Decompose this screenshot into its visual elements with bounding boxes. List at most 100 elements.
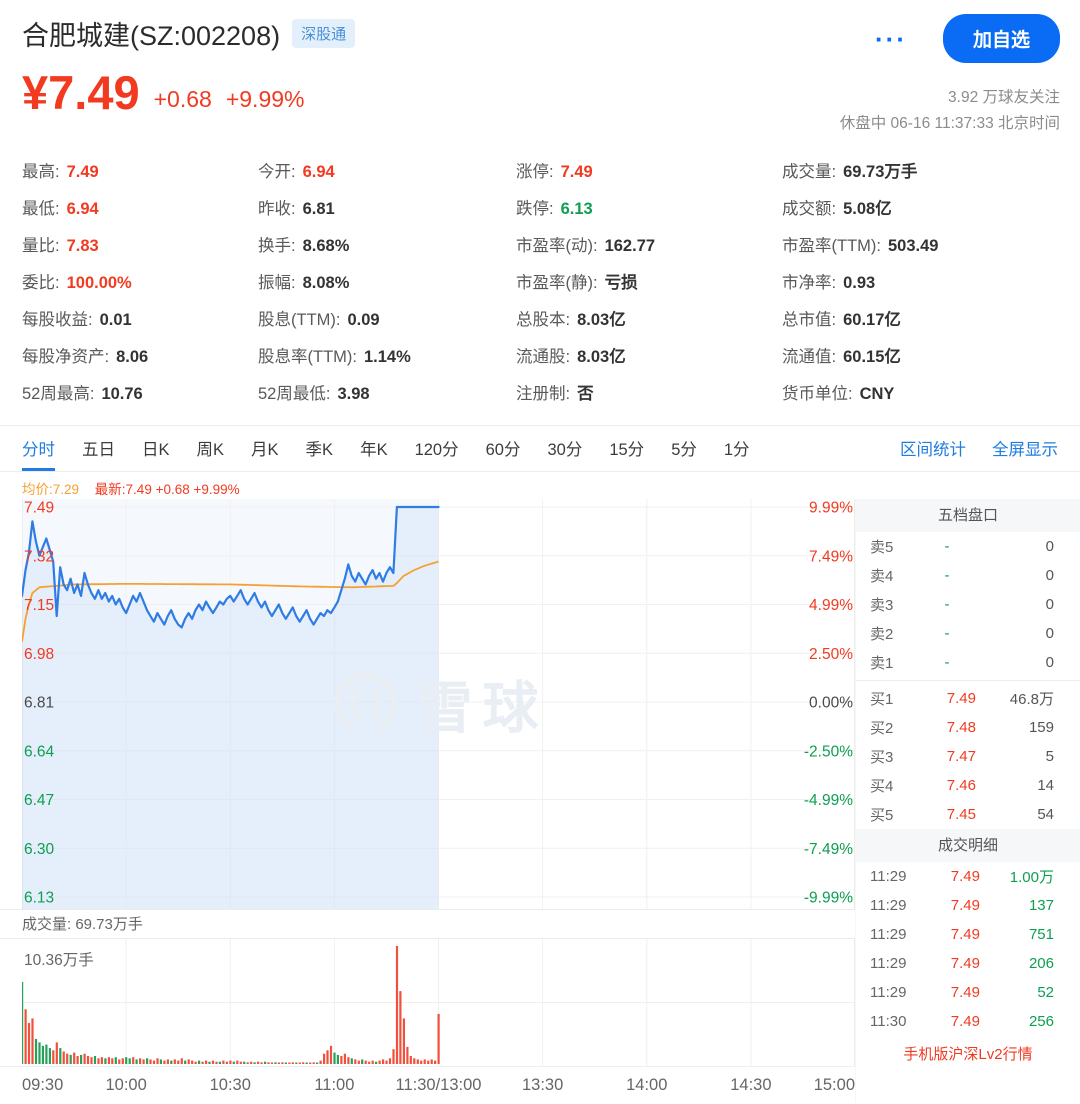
chart-section: 均价:7.29 最新:7.49 +0.68 +9.99% 7.49 7.32 7.1… <box>0 472 1080 1102</box>
stat-market-cap-label: 总市值: <box>782 310 837 329</box>
shengutong-badge: 深股通 <box>292 19 356 48</box>
tab-links: 区间统计 全屏显示 <box>900 426 1058 471</box>
time-tick-4: 11:30/13:00 <box>395 1075 482 1094</box>
tab-yearly-k[interactable]: 年K <box>360 440 388 459</box>
bid-qty: 14 <box>1037 776 1054 794</box>
trade-qty: 751 <box>1028 925 1054 943</box>
bid-label: 买2 <box>870 719 894 737</box>
tab-15min[interactable]: 15分 <box>609 440 645 459</box>
tab-30min[interactable]: 30分 <box>547 440 583 459</box>
current-price: ¥7.49 <box>22 66 140 119</box>
volume-header: 成交量: 69.73万手 <box>0 908 855 939</box>
tab-60min[interactable]: 60分 <box>485 440 521 459</box>
latest-price-label: 最新:7.49 +0.68 +9.99% <box>94 481 240 497</box>
ask-row-2: 卖2 - 0 <box>856 619 1080 648</box>
stat-high: 最高: 7.49 <box>22 154 258 191</box>
stat-pe-dynamic-label: 市盈率(动): <box>516 236 598 255</box>
bid-qty: 54 <box>1037 805 1054 823</box>
chart-legend: 均价:7.29 最新:7.49 +0.68 +9.99% <box>0 472 855 499</box>
order-panel: 五档盘口 卖5 - 0 卖4 - 0 卖3 - 0 卖2 - 0 卖1 - 0 买1 7.49 46.8万 买2 7… <box>855 498 1080 1102</box>
more-icon[interactable]: ··· <box>875 23 907 54</box>
tab-weekly-k[interactable]: 周K <box>196 440 225 459</box>
bid-price: 7.48 <box>946 718 976 736</box>
bid-price: 7.45 <box>946 805 976 823</box>
stat-registration-label: 注册制: <box>516 384 571 403</box>
ask-row-5: 卖5 - 0 <box>856 532 1080 561</box>
stat-float-cap-label: 流通值: <box>782 347 837 366</box>
tab-list: 分时 五日 日K 周K 月K 季K 年K 120分 60分 30分 15分 5分 1分 <box>22 426 750 471</box>
stat-eps-value: 0.01 <box>99 310 132 329</box>
range-stats-link[interactable]: 区间统计 <box>900 441 966 460</box>
pct-tick: 9.99% <box>809 499 853 516</box>
bid-qty: 46.8万 <box>1009 690 1054 708</box>
bid-qty: 159 <box>1028 718 1054 736</box>
fullscreen-link[interactable]: 全屏显示 <box>992 441 1058 460</box>
stat-eps: 每股收益: 0.01 <box>22 302 258 339</box>
pct-tick: 2.50% <box>809 645 853 662</box>
tab-5day[interactable]: 五日 <box>82 440 115 459</box>
trade-time: 11:29 <box>870 954 907 972</box>
stat-52wk-high-label: 52周最高: <box>22 384 95 403</box>
trade-row: 11:29 7.49 206 <box>856 949 1080 978</box>
volume-bars <box>22 945 440 1064</box>
stat-total-shares-value: 8.03亿 <box>577 310 626 329</box>
ask-row-4: 卖4 - 0 <box>856 561 1080 590</box>
pct-tick: -4.99% <box>804 792 853 809</box>
trade-row: 11:29 7.49 751 <box>856 920 1080 949</box>
stat-bid-ratio-label: 委比: <box>22 273 60 292</box>
pct-tick: 0.00% <box>809 694 853 711</box>
trade-price: 7.49 <box>950 1012 980 1030</box>
volume-total-label: 成交量: 69.73万手 <box>22 915 143 933</box>
time-tick-2: 10:30 <box>209 1075 251 1094</box>
trade-time: 11:30 <box>870 1012 907 1030</box>
avg-line <box>22 560 439 642</box>
stat-52wk-low-label: 52周最低: <box>258 384 331 403</box>
stat-amount: 成交额: 5.08亿 <box>782 191 1060 228</box>
bid-label: 买5 <box>870 806 894 824</box>
trade-time: 11:29 <box>870 983 907 1001</box>
trade-price: 7.49 <box>950 896 980 914</box>
stat-52wk-high: 52周最高: 10.76 <box>22 376 258 413</box>
tab-minute[interactable]: 分时 <box>22 426 55 471</box>
pct-tick: -2.50% <box>804 743 853 760</box>
tab-5min[interactable]: 5分 <box>671 440 697 459</box>
stat-52wk-low-value: 3.98 <box>337 384 370 403</box>
tab-quarterly-k[interactable]: 季K <box>305 440 334 459</box>
stat-amplitude: 振幅: 8.08% <box>258 265 516 302</box>
trades-title: 成交明细 <box>856 828 1080 862</box>
bid-label: 买4 <box>870 777 894 795</box>
stat-amplitude-value: 8.08% <box>302 273 350 292</box>
trade-qty: 1.00万 <box>1009 868 1054 886</box>
stat-high-label: 最高: <box>22 162 60 181</box>
intraday-price-chart[interactable]: 7.49 7.32 7.15 6.98 6.81 6.64 6.47 6.30 6.13 9.99… <box>22 498 855 909</box>
trade-time: 11:29 <box>870 867 907 885</box>
stat-pe-ttm: 市盈率(TTM): 503.49 <box>782 228 1060 265</box>
volume-chart[interactable]: 10.36万手 <box>22 938 855 1066</box>
stat-volume: 成交量: 69.73万手 <box>782 154 1060 191</box>
ask-price: - <box>944 595 950 613</box>
stat-currency-value: CNY <box>859 384 895 403</box>
tab-1min[interactable]: 1分 <box>723 440 750 459</box>
stat-limit-down-label: 跌停: <box>516 199 554 218</box>
stat-bvps-value: 8.06 <box>116 347 149 366</box>
stat-registration: 注册制: 否 <box>516 376 782 413</box>
ask-rows: 卖5 - 0 卖4 - 0 卖3 - 0 卖2 - 0 卖1 - 0 <box>856 532 1080 677</box>
stat-volume-ratio-value: 7.83 <box>66 236 99 255</box>
stat-amount-value: 5.08亿 <box>843 199 892 218</box>
stat-turnover-label: 换手: <box>258 236 296 255</box>
stat-volume-value: 69.73万手 <box>843 162 918 181</box>
bid-row-3: 买3 7.47 5 <box>856 742 1080 771</box>
stat-limit-down-value: 6.13 <box>560 199 593 218</box>
stat-amount-label: 成交额: <box>782 199 837 218</box>
stat-prev-close-label: 昨收: <box>258 199 296 218</box>
add-watchlist-button[interactable]: 加自选 <box>942 14 1060 63</box>
lv2-quotes-link[interactable]: 手机版沪深Lv2行情 <box>903 1045 1033 1063</box>
tab-daily-k[interactable]: 日K <box>142 440 170 459</box>
tab-monthly-k[interactable]: 月K <box>251 440 279 459</box>
tab-120min[interactable]: 120分 <box>414 440 459 459</box>
price-tick: 6.13 <box>24 889 54 906</box>
stat-high-value: 7.49 <box>66 162 99 181</box>
stat-pe-static-value: 亏损 <box>604 273 638 292</box>
trade-qty: 52 <box>1037 983 1054 1001</box>
ask-qty: 0 <box>1045 566 1054 584</box>
